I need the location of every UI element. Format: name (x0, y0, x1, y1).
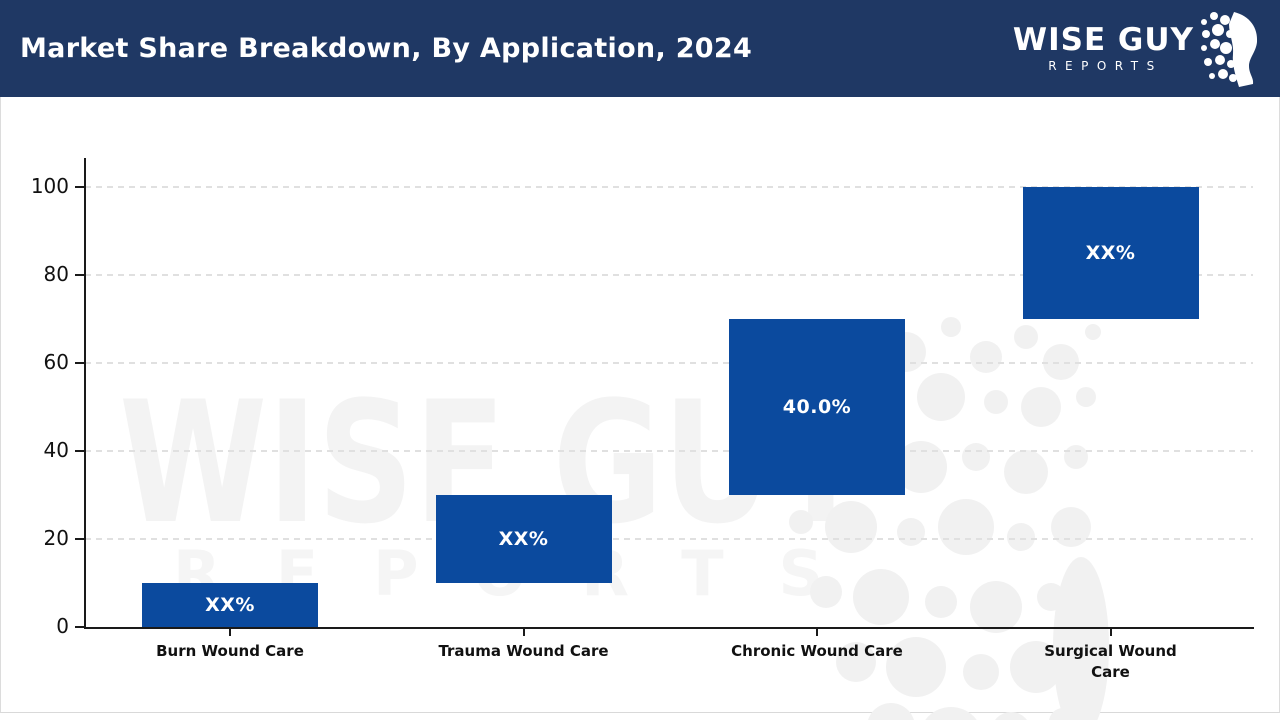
bar-value-label: 40.0% (782, 396, 852, 418)
brand-name: WISE GUY (1012, 22, 1194, 58)
bar-segment-3: 40.0% (729, 319, 905, 495)
x-category-label: Chronic Wound Care (731, 642, 903, 660)
y-tick-mark (75, 450, 85, 452)
gridline-y-20 (85, 538, 1253, 540)
bar-segment-4: XX% (1022, 187, 1199, 319)
x-category-label: Surgical Wound Care (1044, 642, 1177, 681)
gridline-y-60 (85, 362, 1253, 364)
y-tick-label: 0 (56, 614, 69, 638)
y-tick-mark (75, 186, 85, 188)
gridline-y-80 (85, 274, 1253, 276)
y-tick-mark (75, 626, 85, 628)
brand-wordmark: WISE GUY REPORTS (1012, 22, 1194, 73)
y-axis-line (84, 158, 86, 629)
bar-value-label: XX% (205, 594, 255, 616)
x-category-label: Burn Wound Care (156, 642, 304, 660)
y-tick-label: 80 (43, 262, 69, 286)
bar-segment-1: XX% (142, 583, 318, 627)
y-tick-mark (75, 274, 85, 276)
brand-subtitle: REPORTS (1048, 59, 1163, 73)
x-axis-line (84, 627, 1254, 629)
y-tick-label: 40 (43, 438, 69, 462)
x-category-label: Trauma Wound Care (438, 642, 609, 660)
brand-logo: WISE GUY REPORTS (1013, 10, 1262, 88)
y-tick-mark (75, 362, 85, 364)
x-tick-mark (229, 629, 231, 636)
x-tick-mark (522, 629, 525, 636)
gridline-y-100 (85, 186, 1253, 188)
header-bar: Market Share Breakdown, By Application, … (0, 0, 1280, 97)
bar-value-label: XX% (498, 528, 549, 550)
y-tick-label: 100 (30, 174, 69, 198)
x-tick-mark (816, 629, 818, 636)
y-tick-mark (75, 538, 85, 540)
y-tick-label: 60 (43, 350, 69, 374)
gridline-y-40 (85, 450, 1253, 452)
bar-value-label: XX% (1085, 242, 1136, 264)
brand-face-icon (1201, 11, 1258, 87)
x-tick-mark (1109, 629, 1112, 636)
y-tick-label: 20 (43, 526, 69, 550)
bar-segment-2: XX% (435, 495, 612, 583)
page-title: Market Share Breakdown, By Application, … (20, 33, 753, 64)
